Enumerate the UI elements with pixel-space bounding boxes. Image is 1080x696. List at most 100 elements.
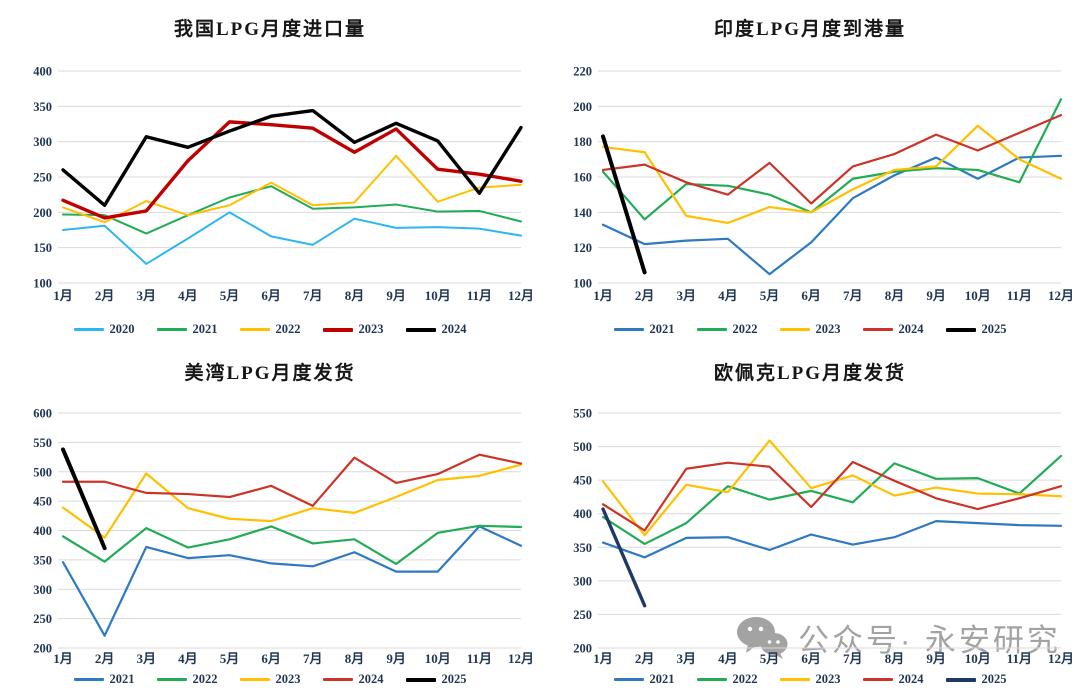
chart-canvas-opec-lpg-shipments: 200 250 300 350 400 450 500 550 1月 2月 3月 4月 5月 6月 7月 8月… xyxy=(573,407,1074,667)
y-tick-label: 200 xyxy=(573,642,592,656)
legend-swatch-2020 xyxy=(73,328,104,331)
x-axis-label: 2月 xyxy=(635,651,655,666)
legend-item-2023: 2023 xyxy=(239,672,301,687)
x-axis-label: 1月 xyxy=(53,288,73,303)
series-line-2024 xyxy=(61,108,523,207)
series-line-2023 xyxy=(601,439,1063,537)
x-axis-label: 11月 xyxy=(1007,288,1032,303)
y-tick-label: 300 xyxy=(33,135,52,149)
x-axis-label: 12月 xyxy=(508,651,534,666)
legend-swatch-2022 xyxy=(696,328,727,331)
x-axis-label: 3月 xyxy=(677,288,697,303)
series-line-2025 xyxy=(601,134,647,275)
x-axis-label: 7月 xyxy=(843,288,863,303)
series-line-2021 xyxy=(61,525,523,637)
chart-panel-opec-lpg-shipments: 200 250 300 350 400 450 500 550 1月 2月 3月 4月 5月 6月 7月 8月… xyxy=(540,348,1080,696)
legend-item-2022: 2022 xyxy=(156,672,218,687)
chart-title: 欧佩克LPG月度发货 xyxy=(713,363,907,384)
chart-title: 美湾LPG月度发货 xyxy=(184,363,356,384)
y-tick-label: 250 xyxy=(573,608,592,622)
x-axis-label: 2月 xyxy=(95,288,115,303)
x-axis-label: 6月 xyxy=(801,651,821,666)
y-tick-label: 100 xyxy=(33,277,52,291)
series-line-2023 xyxy=(61,120,523,220)
legend-swatch-2024 xyxy=(322,678,353,681)
legend-label-2022: 2022 xyxy=(732,322,758,336)
chart-legend: 2021 2022 2023 2024 2025 xyxy=(540,672,1080,687)
y-tick-label: 400 xyxy=(33,65,52,79)
chart-canvas-usgulf-lpg-shipments: 200 250 300 350 400 450 500 550 600 1月 2月 3月 4月 5月 6月 7… xyxy=(33,407,534,667)
x-axis-label: 8月 xyxy=(345,651,365,666)
x-axis-label: 4月 xyxy=(178,651,198,666)
y-tick-label: 300 xyxy=(33,583,52,597)
x-axis-label: 6月 xyxy=(261,288,281,303)
legend-swatch-2024 xyxy=(862,328,893,331)
x-axis-label: 7月 xyxy=(843,651,863,666)
x-axis-label: 9月 xyxy=(386,651,406,666)
y-tick-label: 450 xyxy=(33,495,52,509)
series-line-2022 xyxy=(601,98,1063,221)
x-axis-label: 10月 xyxy=(425,288,451,303)
chart-canvas-china-lpg-imports: 100 150 200 250 300 350 400 1月 2月 3月 4月 5月 6月 7月 8月 9月 1… xyxy=(33,65,534,304)
y-tick-label: 200 xyxy=(33,642,52,656)
legend-item-2023: 2023 xyxy=(779,322,841,337)
y-tick-label: 350 xyxy=(573,541,592,555)
legend-swatch-2024 xyxy=(405,327,436,332)
x-axis-label: 11月 xyxy=(1007,651,1032,666)
x-axis-label: 5月 xyxy=(760,651,780,666)
chart-legend: 2020 2021 2022 2023 2024 xyxy=(0,322,540,337)
legend-swatch-2024 xyxy=(862,678,893,681)
legend-label-2022: 2022 xyxy=(732,672,758,686)
x-axis-label: 3月 xyxy=(137,651,157,666)
legend-label-2021: 2021 xyxy=(192,322,218,336)
legend-swatch-2023 xyxy=(779,678,810,681)
y-tick-label: 500 xyxy=(573,440,592,454)
legend-item-2025: 2025 xyxy=(945,672,1007,687)
chart-legend: 2021 2022 2023 2024 2025 xyxy=(0,672,540,687)
chart-title: 印度LPG月度到港量 xyxy=(713,19,907,40)
x-axis-label: 3月 xyxy=(677,651,697,666)
x-axis-label: 5月 xyxy=(220,288,240,303)
y-tick-label: 140 xyxy=(573,206,592,220)
y-tick-label: 250 xyxy=(33,171,52,185)
series-line-2021 xyxy=(601,154,1063,276)
x-axis-label: 12月 xyxy=(1048,651,1074,666)
y-tick-label: 100 xyxy=(573,277,592,291)
legend-label-2024: 2024 xyxy=(898,672,924,686)
y-tick-label: 350 xyxy=(33,100,52,114)
legend-label-2025: 2025 xyxy=(981,322,1007,336)
legend-item-2023: 2023 xyxy=(779,672,841,687)
legend-item-2021: 2021 xyxy=(613,322,675,337)
chart-panel-india-lpg-arrivals: 100 120 140 160 180 200 220 1月 2月 3月 4月 5月 6月 7月 8月 9月 1… xyxy=(540,0,1080,348)
legend-swatch-2025 xyxy=(945,327,976,332)
y-tick-label: 400 xyxy=(33,524,52,538)
x-axis-label: 12月 xyxy=(508,288,534,303)
legend-item-2021: 2021 xyxy=(73,672,135,687)
x-axis-label: 1月 xyxy=(53,651,73,666)
legend-label-2022: 2022 xyxy=(192,672,218,686)
x-axis-label: 4月 xyxy=(718,288,738,303)
legend-label-2024: 2024 xyxy=(441,322,467,336)
x-axis-label: 9月 xyxy=(926,651,946,666)
chart-legend: 2021 2022 2023 2024 2025 xyxy=(540,322,1080,337)
wechat-icon xyxy=(737,616,788,659)
x-axis-label: 10月 xyxy=(425,651,451,666)
x-axis-label: 2月 xyxy=(95,651,115,666)
legend-label-2022: 2022 xyxy=(275,322,301,336)
legend-label-2021: 2021 xyxy=(109,672,135,686)
y-tick-label: 160 xyxy=(573,171,592,185)
x-axis-label: 7月 xyxy=(303,288,323,303)
x-axis-label: 8月 xyxy=(345,288,365,303)
chart-title: 我国LPG月度进口量 xyxy=(173,19,367,40)
legend-item-2021: 2021 xyxy=(613,672,675,687)
legend-swatch-2022 xyxy=(696,678,727,681)
x-axis-label: 7月 xyxy=(303,651,323,666)
legend-label-2023: 2023 xyxy=(358,322,384,336)
y-tick-label: 400 xyxy=(573,507,592,521)
x-axis-label: 8月 xyxy=(885,651,905,666)
y-tick-label: 450 xyxy=(573,474,592,488)
series-line-2020 xyxy=(62,211,522,265)
legend-swatch-2022 xyxy=(156,678,187,681)
legend-swatch-2023 xyxy=(322,327,353,332)
